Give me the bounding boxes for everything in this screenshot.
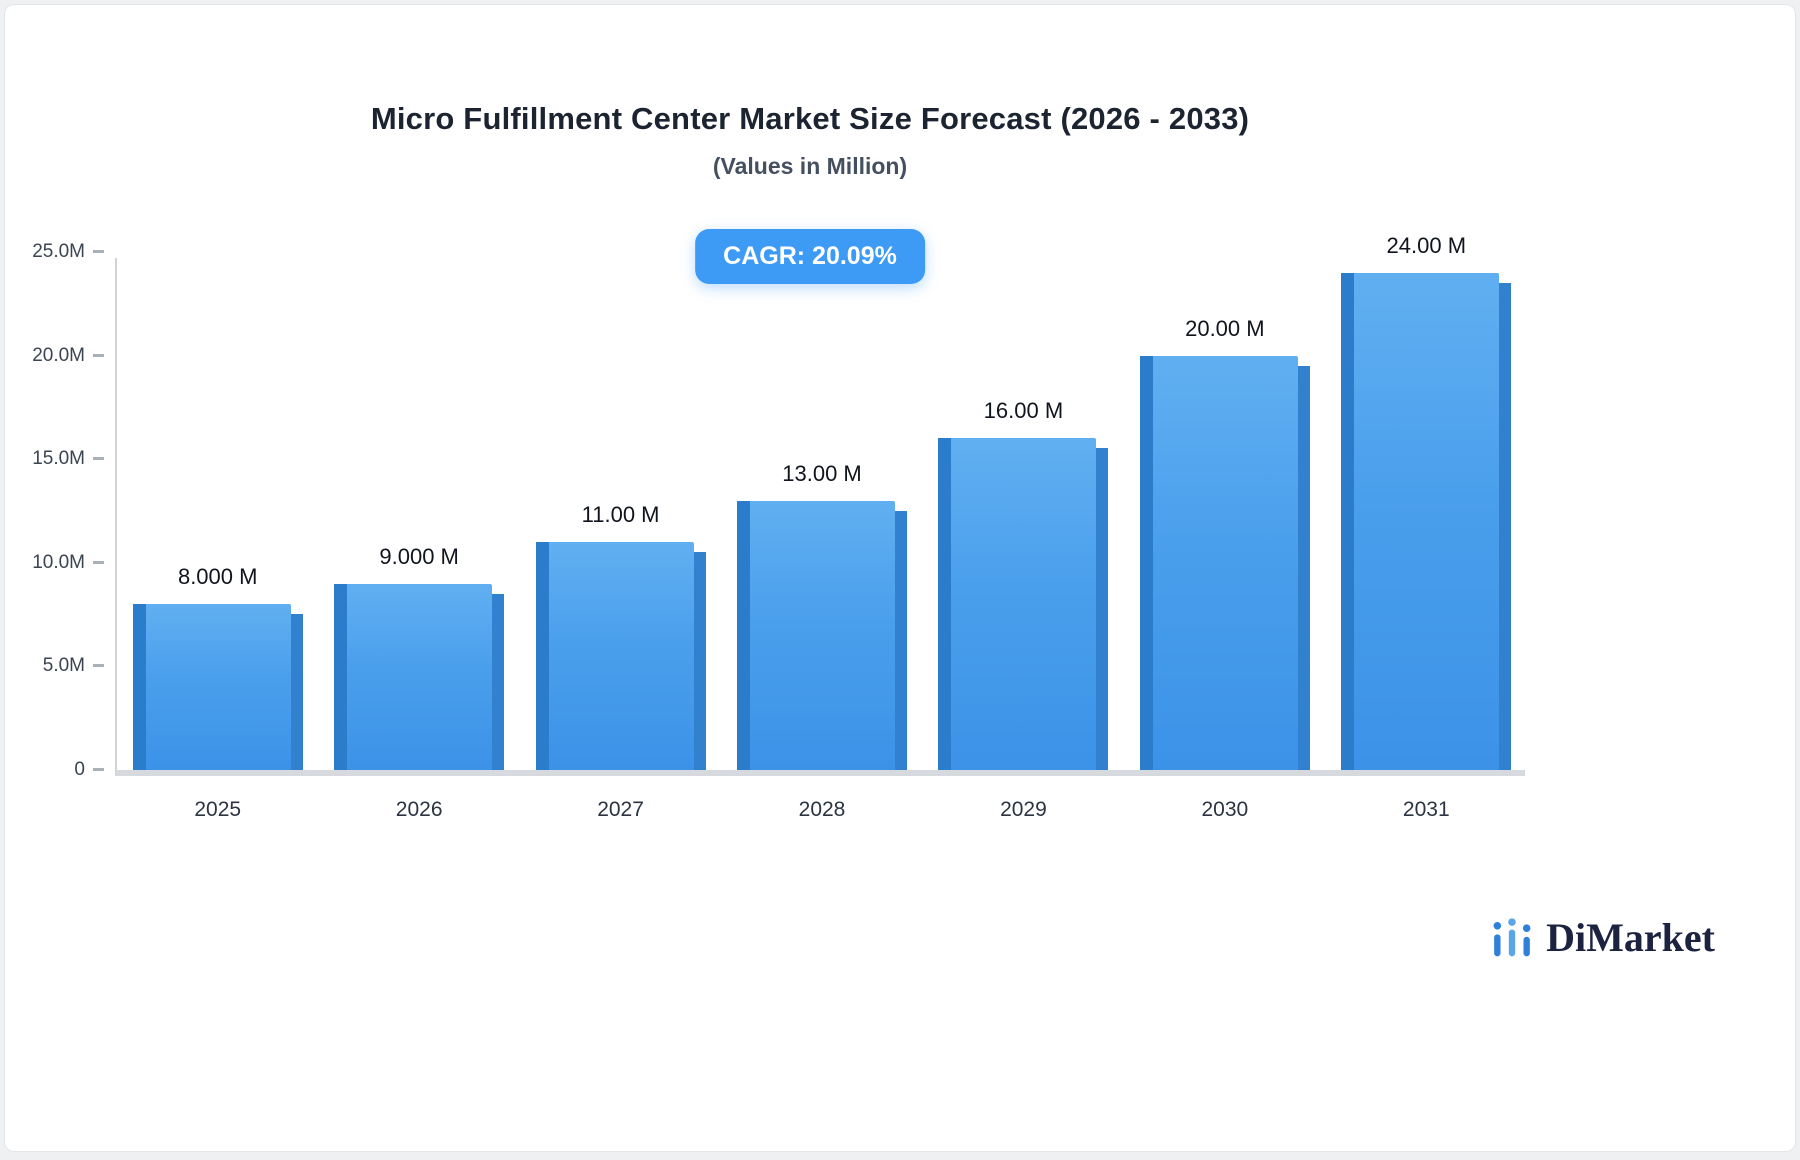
bar-2029 bbox=[938, 438, 1109, 770]
x-axis-label: 2031 bbox=[1402, 798, 1450, 821]
bar-2027 bbox=[535, 542, 706, 770]
mini-bar-chart-icon bbox=[1493, 917, 1531, 956]
dimarket-logo: DiMarket bbox=[1490, 914, 1715, 961]
bar-value-label: 16.00 M bbox=[983, 398, 1064, 423]
bar-value-label: 20.00 M bbox=[1185, 316, 1265, 341]
bar-2025 bbox=[132, 604, 303, 770]
y-axis-tick-label: 20.0M bbox=[32, 344, 85, 366]
y-axis-tick-label: 10.0M bbox=[32, 551, 85, 573]
y-axis-tick-mark bbox=[93, 664, 104, 668]
bar-2030 bbox=[1139, 356, 1310, 770]
bar-value-label: 11.00 M bbox=[581, 502, 660, 527]
bar-2028 bbox=[737, 501, 907, 770]
bar-value-label: 9.000 M bbox=[379, 544, 459, 569]
x-axis-label: 2025 bbox=[194, 798, 242, 821]
x-axis-label: 2028 bbox=[798, 798, 846, 821]
bar-value-label: 13.00 M bbox=[782, 461, 862, 486]
bar-2026 bbox=[334, 584, 505, 770]
y-axis-tick-mark bbox=[93, 768, 104, 771]
y-axis-tick-mark bbox=[93, 457, 104, 461]
y-axis-tick-label: 0 bbox=[74, 759, 85, 780]
bar-value-label: 8.000 M bbox=[177, 564, 258, 589]
chart-card: Micro Fulfillment Center Market Size For… bbox=[4, 4, 1796, 1152]
y-axis-tick-mark bbox=[93, 250, 104, 253]
bar-2031 bbox=[1341, 273, 1512, 770]
dimarket-logo-text: DiMarket bbox=[1546, 915, 1715, 960]
y-axis-tick-label: 25.0M bbox=[32, 241, 85, 262]
x-axis-label: 2027 bbox=[597, 798, 644, 821]
chart-title: Micro Fulfillment Center Market Size For… bbox=[370, 101, 1250, 136]
chart-header: Micro Fulfillment Center Market Size For… bbox=[5, 5, 1615, 180]
bar-value-label: 24.00 M bbox=[1386, 233, 1467, 258]
x-axis-label: 2029 bbox=[1000, 798, 1047, 821]
y-axis-tick-label: 5.0M bbox=[42, 655, 85, 677]
chart-subtitle: (Values in Million) bbox=[712, 153, 908, 179]
y-axis-tick-label: 15.0M bbox=[32, 448, 85, 470]
x-axis-label: 2030 bbox=[1201, 798, 1249, 821]
y-axis-tick-mark bbox=[93, 560, 104, 564]
plot-area: 0 5.0M 10.0M 15.0M 20.0M 25.0M 8.000 M 2025 9.00… bbox=[32, 233, 1525, 821]
cagr-badge: CAGR: 20.09% bbox=[695, 229, 925, 284]
y-axis-tick-mark bbox=[93, 353, 104, 357]
x-axis-label: 2026 bbox=[395, 798, 443, 821]
